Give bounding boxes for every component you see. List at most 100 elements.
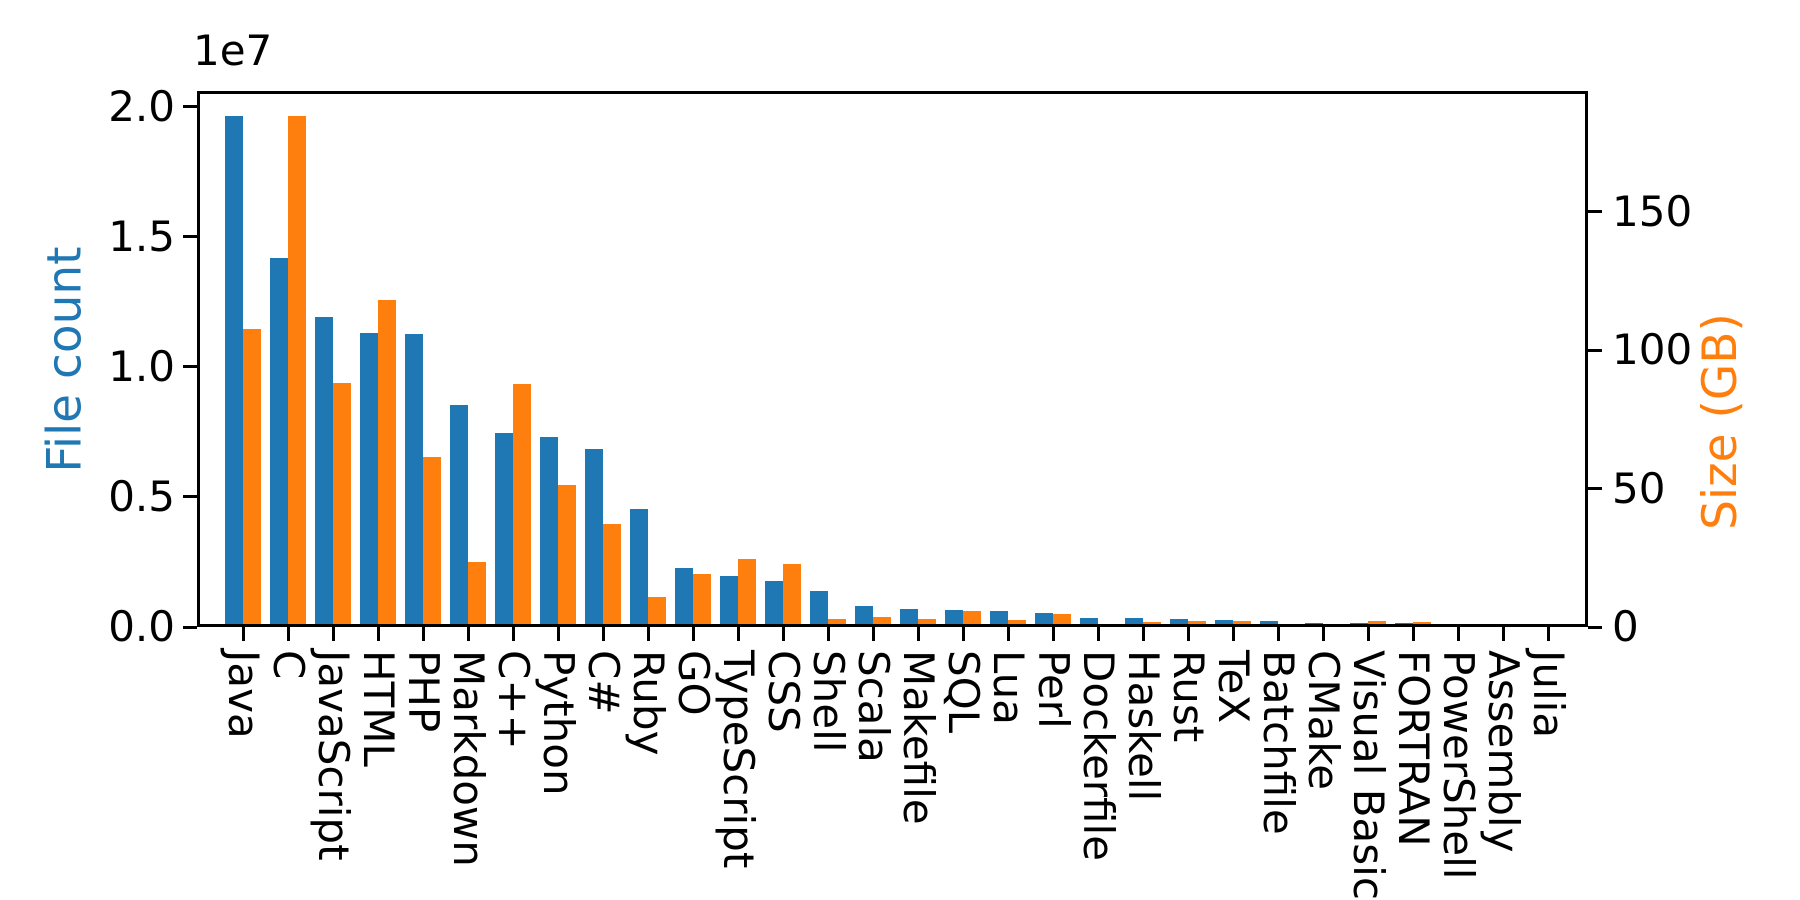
x-tick-label: TeX [1209,650,1258,724]
bar-file-count [675,567,693,627]
x-tick [1456,627,1460,641]
x-tick [1546,627,1550,641]
bar-file-count [1125,618,1143,627]
bar-file-count [270,257,288,627]
x-tick-label: Makefile [894,650,943,825]
bar-file-count [495,433,513,627]
x-tick [331,627,335,641]
bar-file-count [405,334,423,627]
x-tick-label: C# [579,650,628,715]
y-tick-label-left: 0.0 [108,602,175,651]
y-tick-left [183,105,197,109]
x-tick [1501,627,1505,641]
x-tick [511,627,515,641]
bar-file-count [630,509,648,627]
x-tick-label: Perl [1029,650,1078,729]
x-tick [1366,627,1370,641]
bar-file-count [1260,620,1278,627]
x-tick-label: JavaScript [309,650,358,861]
x-tick [736,627,740,641]
x-tick-label: CSS [759,650,808,733]
x-tick-label: C++ [489,650,538,750]
x-tick-label: CMake [1299,650,1348,790]
x-tick-label: Batchfile [1254,650,1303,835]
bar-size [603,523,621,627]
bar-file-count [810,590,828,627]
x-tick-label: SQL [939,650,988,734]
x-tick-label: Assembly [1479,650,1528,853]
x-tick-label: HTML [354,650,403,767]
x-tick-label: TypeScript [714,650,763,869]
y-tick-right [1588,625,1602,629]
bar-size [423,457,441,627]
x-tick-label: Dockerfile [1074,650,1123,862]
bar-file-count [990,611,1008,627]
bar-file-count [1035,613,1053,627]
bar-size [558,485,576,627]
x-tick [826,627,830,641]
y-tick-label-left: 2.0 [108,81,175,131]
bar-size [1008,619,1026,627]
bar-size [873,616,891,627]
bar-file-count [1080,618,1098,627]
bar-size [468,562,486,627]
x-tick-label: Markdown [444,650,493,867]
x-tick-label: Ruby [624,650,673,756]
x-tick-label: C [264,650,313,680]
y-tick-left [183,235,197,239]
x-tick [961,627,965,641]
x-tick-label: FORTRAN [1389,650,1438,847]
x-tick [646,627,650,641]
bar-size [783,563,801,627]
bar-size [738,559,756,627]
bar-size [1233,620,1251,627]
x-tick [286,627,290,641]
y-tick-label-left: 1.0 [108,341,175,391]
x-tick-label: Shell [804,650,853,753]
y-tick-label-right: 50 [1612,463,1666,513]
bar-file-count [1215,620,1233,627]
x-tick [916,627,920,641]
x-tick [781,627,785,641]
bar-size [513,383,531,627]
x-tick [1141,627,1145,641]
x-tick-label: Scala [849,650,898,763]
y-tick-label-right: 0 [1612,602,1639,651]
bar-file-count [540,437,558,627]
x-tick [1411,627,1415,641]
x-tick-label: Visual Basic [1344,650,1393,900]
bar-file-count [900,609,918,627]
y-tick-label-left: 0.5 [108,471,175,521]
bar-file-count [360,332,378,627]
bar-file-count [450,404,468,627]
x-tick-label: PowerShell [1434,650,1483,880]
x-tick [1231,627,1235,641]
x-tick [1321,627,1325,641]
bar-file-count [720,576,738,627]
y-tick-right [1588,210,1602,214]
bar-file-count [1170,618,1188,627]
right-axis-title: Size (GB) [1692,312,1748,530]
bar-size [378,300,396,627]
bar-file-count [945,609,963,627]
bar-size [828,618,846,627]
x-tick-label: Python [534,650,583,796]
plot-frame [197,91,1588,627]
y-tick-label-right: 150 [1612,186,1693,236]
x-tick [241,627,245,641]
x-tick [376,627,380,641]
x-tick [601,627,605,641]
x-tick [871,627,875,641]
bar-size [693,573,711,627]
bar-size [288,116,306,627]
x-tick [466,627,470,641]
x-tick [1186,627,1190,641]
x-tick-label: Julia [1524,650,1573,739]
y-tick-left [183,365,197,369]
bar-size [1188,620,1206,627]
y-tick-left [183,625,197,629]
x-tick [1276,627,1280,641]
x-tick-label: Lua [984,650,1033,726]
bar-size [243,329,261,627]
